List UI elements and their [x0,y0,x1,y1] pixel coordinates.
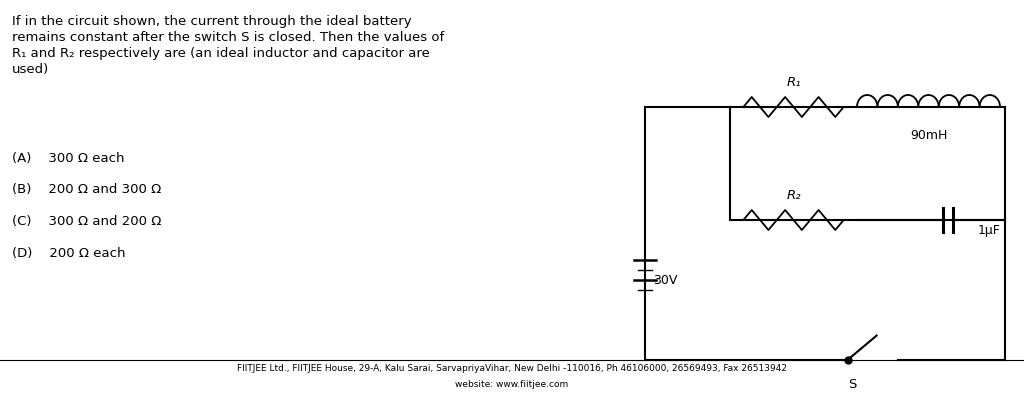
Text: R₁: R₁ [786,76,801,89]
Text: (D)    200 Ω each: (D) 200 Ω each [12,247,126,260]
Text: remains constant after the switch S is closed. Then the values of: remains constant after the switch S is c… [12,31,444,44]
Text: R₂: R₂ [786,189,801,202]
Text: (A)    300 Ω each: (A) 300 Ω each [12,152,125,165]
Text: If in the circuit shown, the current through the ideal battery: If in the circuit shown, the current thr… [12,15,412,28]
Text: (C)    300 Ω and 200 Ω: (C) 300 Ω and 200 Ω [12,215,162,228]
Text: (B)    200 Ω and 300 Ω: (B) 200 Ω and 300 Ω [12,183,161,196]
Text: S: S [848,378,857,391]
Text: website: www.fiitjee.com: website: www.fiitjee.com [456,380,568,389]
Text: R₁ and R₂ respectively are (an ideal inductor and capacitor are: R₁ and R₂ respectively are (an ideal ind… [12,47,430,60]
Text: 90mH: 90mH [909,129,947,142]
Text: 30V: 30V [653,273,677,286]
Text: 1μF: 1μF [978,224,1000,237]
Text: used): used) [12,63,49,76]
Text: FIITJEE Ltd., FIITJEE House, 29-A, Kalu Sarai, SarvapriyaVihar, New Delhi -11001: FIITJEE Ltd., FIITJEE House, 29-A, Kalu … [237,364,787,373]
